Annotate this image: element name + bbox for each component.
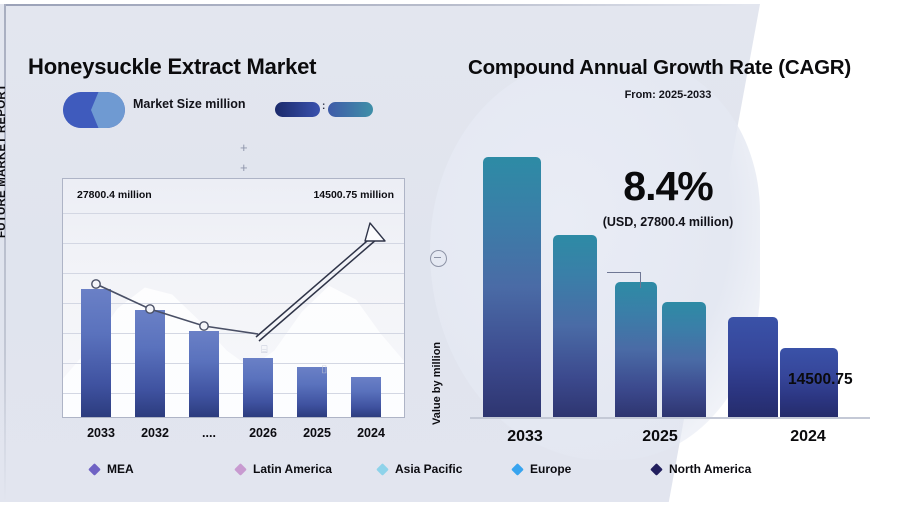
legend-item-mea[interactable]: MEA [88, 462, 134, 476]
capsule-icon [63, 92, 125, 128]
gridline [63, 213, 404, 214]
legend-label: Latin America [253, 462, 332, 476]
right-bar-2025-primary [615, 282, 657, 417]
left-chart-value-end: 14500.75 million [313, 189, 394, 201]
cagr-usd-note: (USD, 27800.4 million) [602, 215, 734, 229]
legend-label: Asia Pacific [395, 462, 463, 476]
plus-icon-2: + [240, 160, 248, 175]
right-chart-baseline [470, 417, 870, 419]
x-label-2025: 2025 [303, 426, 331, 440]
x-label-2032: 2032 [141, 426, 169, 440]
gridline [63, 303, 404, 304]
legend-pill-primary [275, 102, 320, 117]
page-title: Honeysuckle Extract Market [28, 54, 317, 79]
right-bar-2024-primary [728, 317, 778, 417]
gridline [63, 333, 404, 334]
x-label-2024: 2024 [357, 426, 385, 440]
plus-icon-1: + [240, 140, 248, 155]
right-bar-2033-primary [483, 157, 541, 417]
right-chart-value-label: 14500.75 [788, 371, 853, 388]
cagr-subtitle: From: 2025-2033 [624, 89, 712, 101]
legend-pill-separator: : [322, 101, 326, 112]
right-x-label-2033: 2033 [507, 428, 543, 445]
minus-circle-icon [430, 250, 447, 267]
gridline [63, 273, 404, 274]
gridline [63, 243, 404, 244]
bar-2026 [243, 358, 273, 417]
region-legend: MEA Latin America Asia Pacific Europe No… [0, 462, 900, 490]
legend-label: MEA [107, 462, 134, 476]
right-chart-plot-area [470, 157, 870, 417]
right-x-label-2025: 2025 [642, 428, 678, 445]
legend-marker-icon [376, 462, 389, 476]
legend-item-north-america[interactable]: North America [650, 462, 752, 476]
left-chart-plot-area: 27800.4 million 14500.75 million ⌸ ⌷ [62, 178, 405, 418]
corner-bracket-icon [607, 272, 641, 288]
trend-point-dots [199, 321, 209, 331]
bar-dots [189, 331, 219, 417]
x-label-2026: 2026 [249, 426, 277, 440]
trend-point-2033 [91, 279, 101, 289]
legend-label: Europe [530, 462, 572, 476]
left-chart-overlay [91, 222, 386, 342]
legend-label: North America [669, 462, 752, 476]
right-bar-2025-secondary [662, 302, 706, 417]
left-chart-y-axis-title: FUTURE MARKET REPORT [0, 83, 8, 238]
legend-item-europe[interactable]: Europe [511, 462, 572, 476]
right-bar-2024-secondary [780, 348, 838, 417]
trend-point-2032 [145, 304, 155, 314]
gridline [63, 393, 404, 394]
background-left-rule [4, 4, 6, 502]
x-label-2033: 2033 [87, 426, 115, 440]
cagr-title: Compound Annual Growth Rate (CAGR) [468, 56, 852, 79]
ghost-mark-1: ⌸ [261, 344, 268, 356]
x-label-dots: .... [202, 426, 216, 440]
bar-2033 [81, 289, 111, 417]
background-top-rule [4, 4, 746, 6]
legend-item-asia-pacific[interactable]: Asia Pacific [376, 462, 463, 476]
growth-arrow-icon [255, 222, 386, 342]
gridline [63, 363, 404, 364]
legend-marker-icon [234, 462, 247, 476]
legend-marker-icon [88, 462, 101, 476]
bar-2032 [135, 310, 165, 417]
capsule-right-half-icon [91, 92, 125, 128]
legend-marker-icon [511, 462, 524, 476]
right-bar-2033-secondary [553, 235, 597, 417]
trend-line [95, 283, 259, 335]
cagr-percentage: 8.4% [623, 163, 713, 209]
left-chart-value-start: 27800.4 million [77, 189, 152, 201]
market-size-legend-label: Market Size million [133, 97, 246, 111]
legend-pill-secondary [328, 102, 373, 117]
legend-item-latin-america[interactable]: Latin America [234, 462, 332, 476]
ghost-mark-2: ⌷ [321, 364, 328, 376]
bar-2024 [351, 377, 381, 417]
legend-marker-icon [650, 462, 663, 476]
bar-2025 [297, 367, 327, 417]
left-chart-secondary-axis-title: Value by million [431, 341, 443, 425]
right-x-label-2024: 2024 [790, 428, 826, 445]
